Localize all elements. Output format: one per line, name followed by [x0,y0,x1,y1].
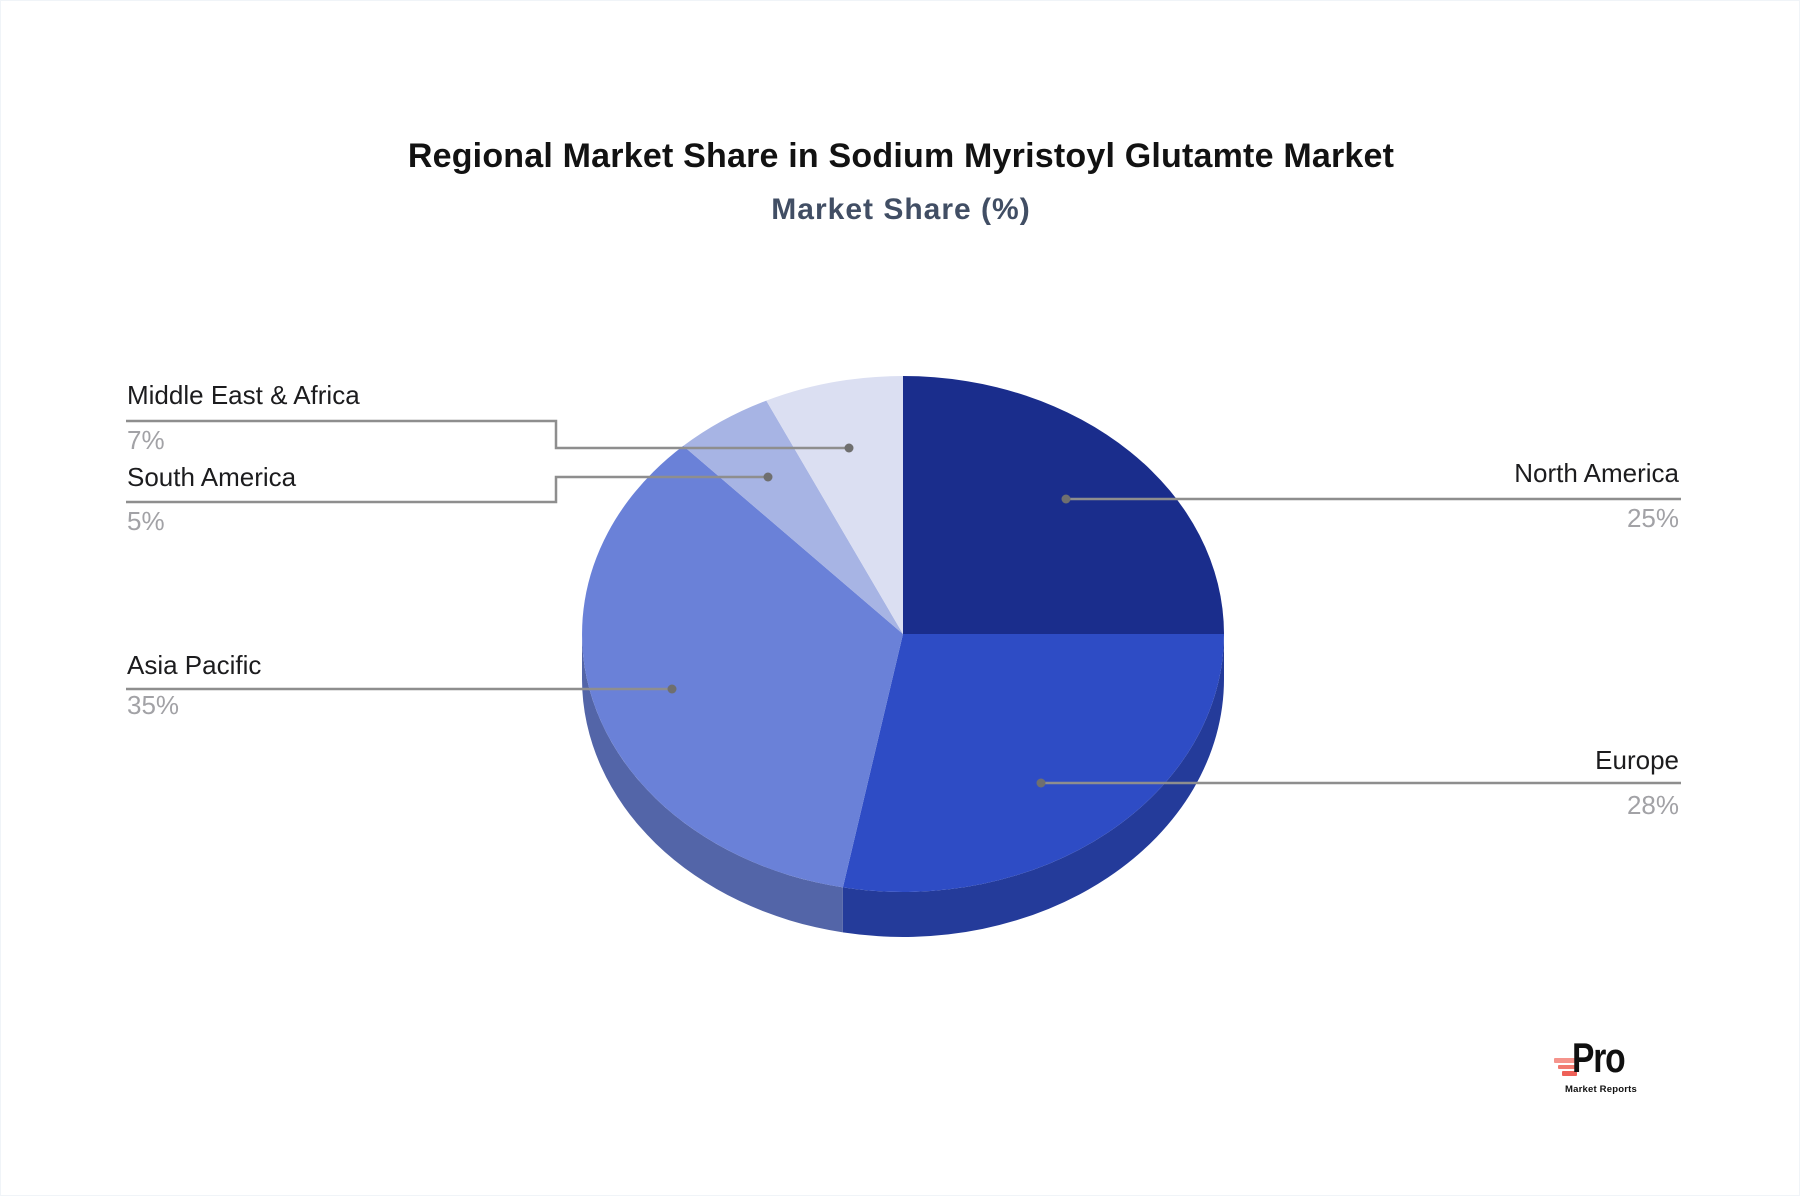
callout-dot-asia-pacific [667,684,677,694]
pie-slice-side-europe [842,634,1224,937]
logo-bar-icon [1562,1071,1577,1076]
brand-logo: Pro Market Reports [1549,1037,1699,1101]
callout-dot-middle-east-africa [844,443,854,453]
callout-dot-europe [1036,778,1046,788]
value-north-america: 25% [1626,503,1679,533]
label-asia-pacific: Asia Pacific [127,650,262,680]
callout-dot-south-america [763,472,773,482]
logo-tagline: Market Reports [1565,1084,1637,1095]
callout-line-middle-east-africa [126,419,849,450]
chart-title: Regional Market Share in Sodium Myristoy… [407,137,1395,175]
label-middle-east-africa: Middle East & Africa [127,380,360,410]
pie-slice-middle-east-africa[interactable] [766,376,903,634]
pie-slice-south-america[interactable] [683,400,903,634]
chart-subtitle: Market Share (%) [771,193,1031,226]
value-asia-pacific: 35% [127,690,180,720]
callout-line-south-america [126,475,768,504]
label-europe: Europe [1595,745,1679,775]
label-south-america: South America [127,462,297,492]
callout-dot-north-america [1061,494,1071,504]
logo-bar-icon [1554,1058,1577,1063]
value-south-america: 5% [127,506,165,536]
logo-bar-icon [1558,1064,1577,1069]
value-middle-east-africa: 7% [127,425,165,455]
value-europe: 28% [1626,790,1679,820]
pie-slice-asia-pacific[interactable] [582,445,903,888]
pie-slice-europe[interactable] [842,634,1224,892]
pie-slice-north-america[interactable] [903,376,1224,634]
logo-wordmark: Pro [1572,1034,1626,1081]
label-north-america: North America [1514,458,1679,488]
pie-slice-side-asia-pacific [582,634,843,933]
